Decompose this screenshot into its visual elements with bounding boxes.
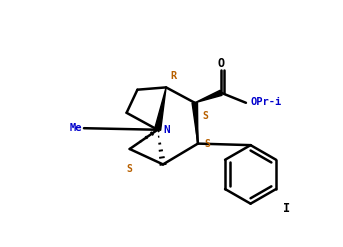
Text: S: S [127,165,133,174]
Text: S: S [204,139,210,149]
Text: I: I [283,202,290,215]
Text: O: O [217,57,225,70]
Polygon shape [155,87,166,130]
Polygon shape [195,90,222,103]
Text: OPr-i: OPr-i [251,97,282,107]
Text: N: N [163,125,170,135]
Text: Me: Me [69,123,82,133]
Polygon shape [192,103,198,144]
Text: R: R [171,71,177,81]
Text: S: S [202,111,209,121]
